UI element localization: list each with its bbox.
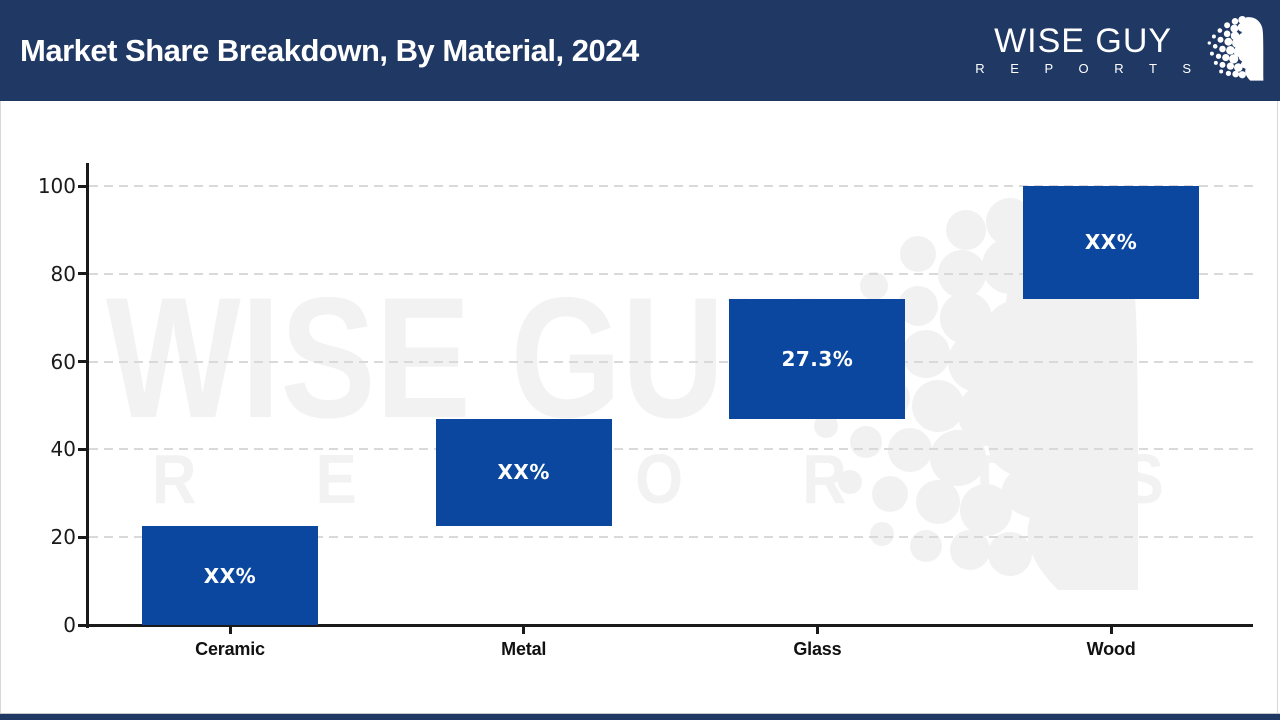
- bar-value-label: 27.3%: [781, 346, 854, 371]
- footer-bar: [0, 713, 1280, 720]
- y-axis-spine: [86, 163, 89, 628]
- x-tick-mark: [522, 627, 526, 634]
- y-tick-label: 60: [50, 349, 76, 374]
- y-tick-label: 0: [63, 613, 76, 637]
- y-gridline: [89, 536, 1253, 539]
- bar-value-label: XX%: [203, 563, 257, 588]
- x-tick-mark: [1109, 627, 1113, 634]
- y-gridline: [89, 185, 1253, 187]
- brand-logo: WISE GUY R E P O R T S: [964, 8, 1270, 90]
- y-tick-label: 100: [37, 174, 76, 198]
- x-category-label: Glass: [793, 639, 842, 659]
- y-tick-mark: [78, 623, 86, 627]
- brand-subname: R E P O R T S: [975, 60, 1202, 76]
- brand-logo-text: WISE GUY R E P O R T S: [964, 22, 1202, 77]
- bar-value-label: XX%: [497, 460, 550, 485]
- y-tick-mark: [78, 535, 86, 539]
- page-title: Market Share Breakdown, By Material, 202…: [20, 32, 639, 68]
- x-category-label: Ceramic: [195, 639, 265, 659]
- x-tick-mark: [815, 627, 819, 634]
- x-category-label: Wood: [1086, 639, 1136, 659]
- brand-name: WISE GUY: [994, 21, 1173, 60]
- bar: XX%: [1023, 186, 1200, 299]
- header-bar: Market Share Breakdown, By Material, 202…: [0, 0, 1280, 101]
- y-tick-label: 80: [50, 261, 76, 286]
- y-tick-label: 40: [50, 437, 76, 462]
- y-tick-label: 20: [50, 525, 76, 550]
- x-category-label: Metal: [501, 639, 547, 659]
- y-tick-mark: [78, 272, 86, 276]
- y-gridline: [89, 448, 1253, 451]
- y-gridline: [89, 272, 1253, 275]
- y-tick-mark: [78, 184, 86, 188]
- y-tick-mark: [78, 360, 86, 364]
- x-tick-mark: [228, 627, 232, 634]
- y-gridline: [89, 360, 1253, 363]
- bar: XX%: [142, 526, 318, 625]
- bar: 27.3%: [729, 298, 906, 419]
- x-axis-spine: [86, 624, 1253, 627]
- y-tick-mark: [78, 447, 86, 451]
- bar: XX%: [435, 418, 612, 527]
- brand-face-icon: [1207, 16, 1264, 81]
- bar-value-label: XX%: [1084, 230, 1138, 255]
